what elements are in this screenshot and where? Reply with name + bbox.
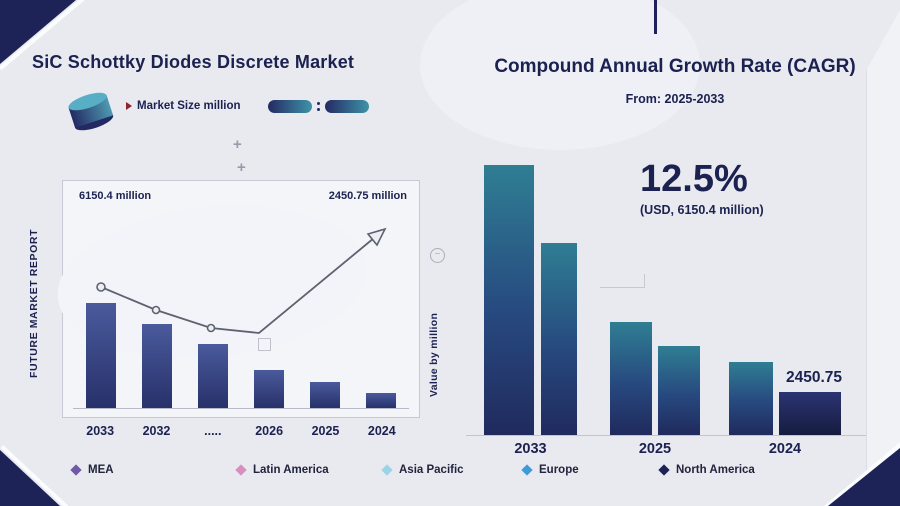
legend-item: Latin America [235,464,329,476]
cagr-x-label: 2024 [768,441,802,457]
cagr-bar-group: 2025 [610,322,700,457]
page-title: SiC Schottky Diodes Discrete Market [32,52,355,72]
top-divider-line [654,0,657,34]
market-bar-cell [73,294,129,408]
legend-label: Europe [539,464,579,476]
market-bar [142,324,172,408]
market-start-value: 6150.4 million [79,190,152,202]
market-bar [254,370,284,408]
market-bar-cell [185,294,241,408]
cagr-bar [541,243,577,435]
cagr-end-value: 2450.75 [786,369,843,386]
market-bar-cell [353,294,409,408]
cagr-subtitle: From: 2025-2033 [625,92,725,106]
cagr-bar [484,165,534,435]
legend: MEA Latin America Asia Pacific Europe North … [0,464,900,486]
market-x-labels: 2033 2032..... 2026 2025 2024 [62,424,420,438]
market-x-label: 2026 [255,424,284,438]
legend-diamond-icon [235,464,247,476]
cagr-bar [729,362,773,435]
cagr-bar [658,346,700,435]
market-bar-cell [241,294,297,408]
legend-label: Asia Pacific [399,464,464,476]
market-x-label: ..... [204,424,222,438]
scale-pills-icon [268,100,369,113]
cagr-x-label: 2025 [638,441,672,457]
cagr-axis-line [466,435,866,436]
legend-item: MEA [70,464,114,476]
circle-minus-icon: − [430,248,445,263]
market-x-label: 2032 [142,424,171,438]
market-bar [198,344,228,408]
bracket-decoration [600,274,645,288]
legend-item: Asia Pacific [381,464,464,476]
market-end-value: 2450.75 million [328,190,407,202]
colon-dots-icon [317,102,320,111]
gradient-pill-icon [325,100,369,113]
background-blob [420,0,700,150]
cagr-x-label: 2033 [514,441,547,457]
legend-diamond-icon [658,464,670,476]
legend-diamond-icon [70,464,82,476]
market-chart-panel: 6150.4 million 2450.75 million [50,180,420,418]
cagr-value-block: 12.5% (USD, 6150.4 million) [640,158,764,217]
square-icon [258,338,271,351]
legend-item: North America [658,464,755,476]
cagr-bar [779,392,841,435]
cagr-percentage: 12.5% [640,158,748,200]
market-x-label: 2024 [367,424,396,438]
plus-icon: + [233,136,242,153]
cagr-bar [610,322,652,435]
market-bar-cell [297,294,353,408]
cagr-bar-group: 2033 [484,165,577,457]
legend-label: MEA [88,464,114,476]
cagr-bar-group: 2024 [729,362,841,457]
market-size-caption: Market Size million [126,100,241,112]
legend-label: North America [676,464,755,476]
legend-label: Latin America [253,464,329,476]
cagr-note: (USD, 6150.4 million) [640,202,764,217]
market-bars [73,294,409,409]
market-x-label: 2025 [311,424,340,438]
legend-diamond-icon [381,464,393,476]
legend-item: Europe [521,464,579,476]
cagr-title: Compound Annual Growth Rate (CAGR) [494,56,856,77]
market-bar [366,393,396,408]
right-edge-strip [866,10,900,506]
market-size-label: Market Size million [137,100,241,112]
red-arrow-marker-icon [126,102,132,110]
plus-icon: + [237,159,246,176]
cylinder-icon [68,92,114,131]
market-bar [310,382,340,408]
legend-diamond-icon [521,464,533,476]
market-bar-cell [129,294,185,408]
market-x-label: 2033 [86,424,115,438]
trend-arrow [96,227,387,334]
market-bar [86,303,116,408]
gradient-pill-icon [268,100,312,113]
